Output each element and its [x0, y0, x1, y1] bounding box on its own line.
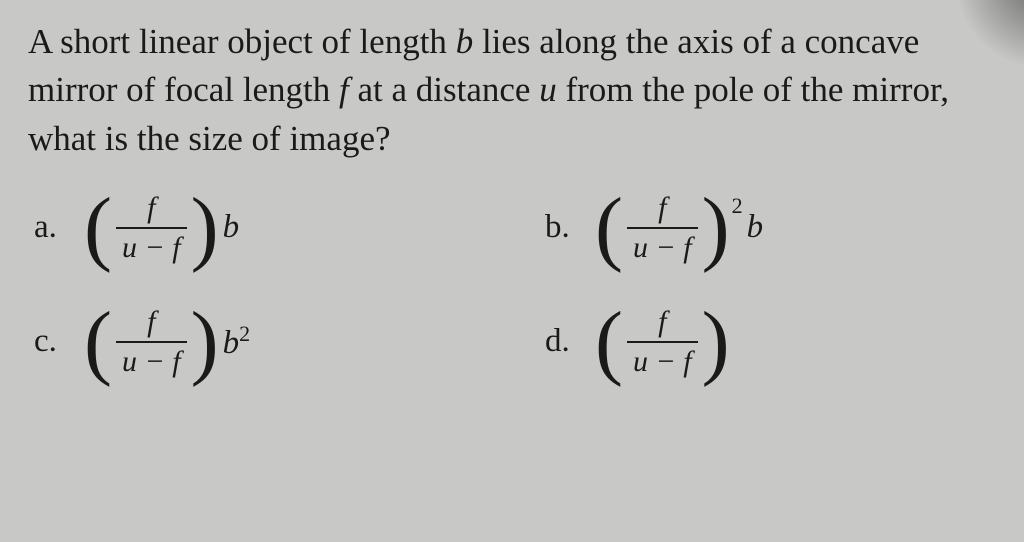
trail-base: b [223, 325, 240, 361]
expression: ( f u − f ) [84, 305, 219, 379]
expression: ( f u − f ) [595, 305, 730, 379]
left-paren-icon: ( [84, 308, 112, 375]
numerator: f [137, 191, 165, 227]
fraction: f u − f [116, 305, 187, 379]
var-u: u [539, 70, 557, 109]
denominator: u − f [116, 227, 187, 265]
right-paren-icon: ) [191, 194, 219, 261]
right-paren-icon: ) [702, 194, 730, 261]
right-paren-icon: ) [702, 308, 730, 375]
numerator: f [648, 191, 676, 227]
exponent: 2 [732, 193, 743, 219]
var-f: f [339, 70, 349, 109]
option-b: b. ( f u − f ) 2 b [545, 191, 996, 265]
denominator: u − f [627, 341, 698, 379]
fraction: f u − f [116, 191, 187, 265]
question-part: at a distance [349, 70, 539, 109]
left-paren-icon: ( [595, 308, 623, 375]
expression: ( f u − f ) [84, 191, 219, 265]
left-paren-icon: ( [84, 194, 112, 261]
expression: ( f u − f ) [595, 191, 730, 265]
question-text: A short linear object of length b lies a… [28, 18, 996, 163]
denominator: u − f [116, 341, 187, 379]
trailing-term: b [223, 209, 240, 246]
var-b: b [456, 22, 474, 61]
option-d: d. ( f u − f ) [545, 305, 996, 379]
numerator: f [648, 305, 676, 341]
trail-exponent: 2 [239, 321, 250, 346]
denominator: u − f [627, 227, 698, 265]
options-grid: a. ( f u − f ) b b. ( f u − f ) 2 b c. ( [28, 191, 996, 379]
option-label: c. [34, 323, 68, 360]
fraction: f u − f [627, 191, 698, 265]
option-label: a. [34, 209, 68, 246]
option-label: b. [545, 209, 579, 246]
fraction: f u − f [627, 305, 698, 379]
option-label: d. [545, 323, 579, 360]
trailing-term: b2 [223, 321, 251, 362]
question-part: A short linear object of length [28, 22, 456, 61]
trailing-term: b [747, 209, 764, 246]
numerator: f [137, 305, 165, 341]
option-a: a. ( f u − f ) b [34, 191, 485, 265]
page-corner-shadow [954, 0, 1024, 70]
right-paren-icon: ) [191, 308, 219, 375]
option-c: c. ( f u − f ) b2 [34, 305, 485, 379]
left-paren-icon: ( [595, 194, 623, 261]
